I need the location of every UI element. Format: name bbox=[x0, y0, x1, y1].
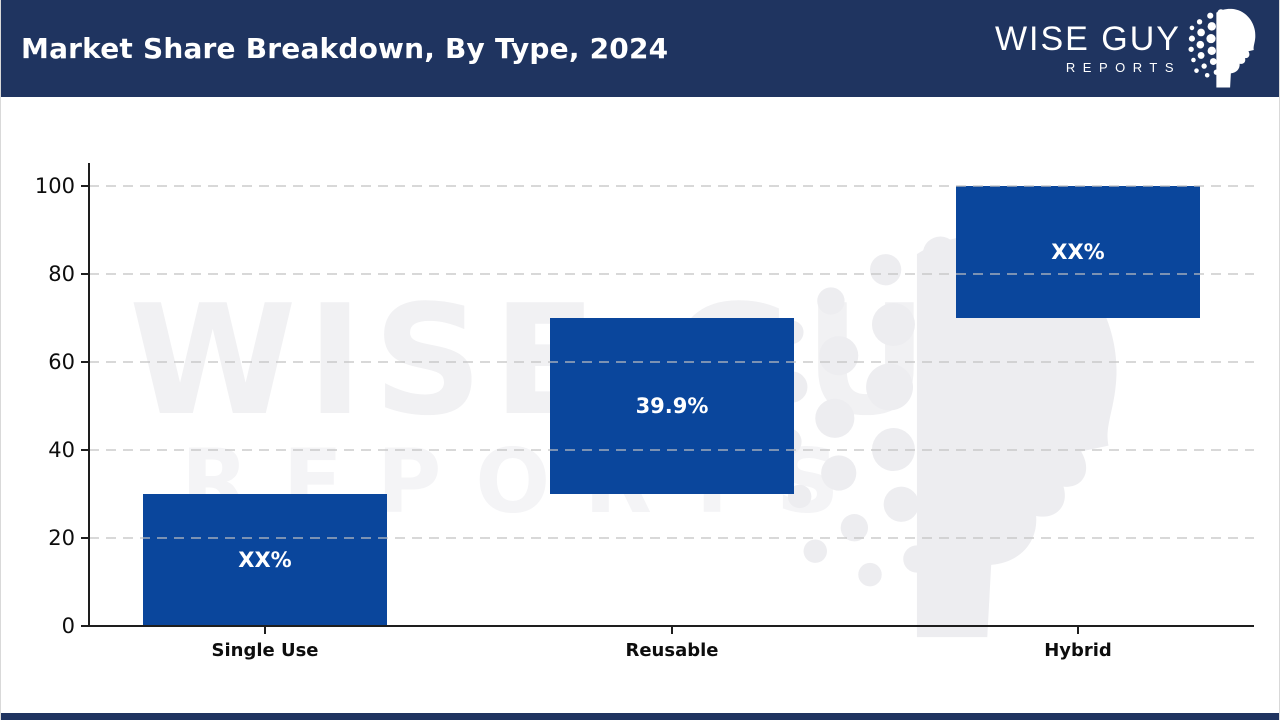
logo-wiseguy-text: WISE GUY bbox=[994, 20, 1181, 58]
footer-bar bbox=[1, 713, 1279, 720]
y-tick-label: 100 bbox=[34, 174, 75, 198]
wise-guy-reports-logo: WISE GUY REPORTS bbox=[995, 5, 1263, 93]
x-tick-label-reusable: Reusable bbox=[625, 640, 719, 661]
bar-value-label: 39.9% bbox=[635, 394, 709, 419]
gridline-y100 bbox=[89, 185, 1254, 187]
y-axis-spine bbox=[88, 163, 90, 626]
x-tick-mark bbox=[264, 627, 266, 634]
y-tick-mark bbox=[81, 625, 88, 627]
x-tick-mark bbox=[1077, 627, 1079, 634]
wiseguy-head-icon bbox=[1185, 5, 1263, 93]
y-tick-label: 80 bbox=[48, 262, 75, 286]
gridline-y60 bbox=[89, 361, 1254, 363]
y-tick-mark bbox=[81, 273, 88, 275]
watermark-head-icon bbox=[756, 215, 1156, 649]
y-tick-label: 0 bbox=[61, 614, 75, 638]
gridline-y80 bbox=[89, 273, 1254, 275]
bar-value-label: XX% bbox=[1051, 240, 1105, 265]
y-tick-mark bbox=[81, 185, 88, 187]
bar-single-use bbox=[143, 494, 387, 626]
y-tick-label: 60 bbox=[48, 350, 75, 374]
x-axis-spine bbox=[88, 625, 1254, 627]
bar-hybrid bbox=[956, 186, 1200, 319]
x-tick-label-single-use: Single Use bbox=[211, 640, 319, 661]
x-tick-label-hybrid: Hybrid bbox=[1044, 640, 1112, 661]
y-tick-mark bbox=[81, 537, 88, 539]
y-tick-label: 40 bbox=[48, 438, 75, 462]
x-tick-mark bbox=[671, 627, 673, 634]
y-tick-label: 20 bbox=[48, 526, 75, 550]
gridline-y40 bbox=[89, 449, 1254, 451]
gridline-y20 bbox=[89, 537, 1254, 539]
y-tick-mark bbox=[81, 449, 88, 451]
logo-text: WISE GUY REPORTS bbox=[995, 22, 1181, 75]
bar-reusable bbox=[550, 318, 794, 494]
page-title: Market Share Breakdown, By Type, 2024 bbox=[21, 32, 669, 65]
header-bar: Market Share Breakdown, By Type, 2024 WI… bbox=[1, 0, 1279, 97]
logo-reports-text: REPORTS bbox=[1065, 60, 1181, 75]
bar-value-label: XX% bbox=[238, 548, 292, 572]
y-tick-mark bbox=[81, 361, 88, 363]
